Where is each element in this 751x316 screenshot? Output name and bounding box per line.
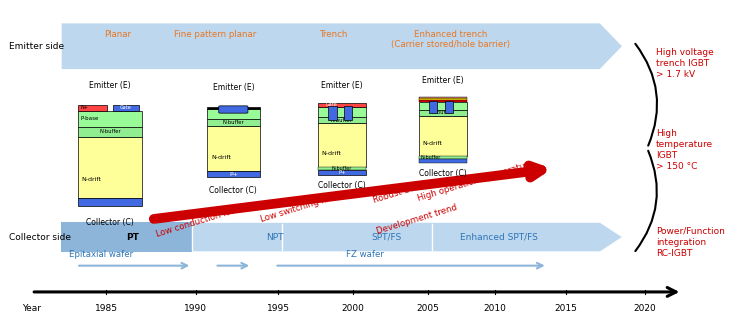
Text: N-buffer: N-buffer xyxy=(99,129,121,134)
Text: 2010: 2010 xyxy=(484,304,507,313)
Text: 1995: 1995 xyxy=(267,304,290,313)
Text: N-drift: N-drift xyxy=(211,155,231,161)
Text: Collector (C): Collector (C) xyxy=(86,218,134,227)
Text: Power/Function
integration
RC-IGBT: Power/Function integration RC-IGBT xyxy=(656,227,725,258)
Bar xyxy=(207,126,260,171)
Text: High
temperature
IGBT
> 150 °C: High temperature IGBT > 150 °C xyxy=(656,129,713,171)
Text: 1990: 1990 xyxy=(185,304,207,313)
Text: High operation temperature: High operation temperature xyxy=(417,159,535,203)
Text: Collector (C): Collector (C) xyxy=(210,186,257,195)
Polygon shape xyxy=(62,23,623,70)
Bar xyxy=(418,156,467,159)
Text: Emitter (E): Emitter (E) xyxy=(213,83,254,92)
Text: Gate: Gate xyxy=(326,102,338,107)
Bar xyxy=(318,107,366,117)
Bar xyxy=(328,106,336,120)
Bar xyxy=(318,117,366,123)
Text: Emitter (E): Emitter (E) xyxy=(321,81,363,90)
Text: Emitter (E): Emitter (E) xyxy=(422,76,463,85)
Text: Collector (C): Collector (C) xyxy=(318,181,366,190)
Bar xyxy=(418,110,467,116)
Text: Robust SOA: Robust SOA xyxy=(372,182,423,205)
Bar xyxy=(418,97,467,98)
Bar xyxy=(318,103,366,107)
Text: N-drift: N-drift xyxy=(321,151,341,156)
Bar xyxy=(344,106,352,120)
Text: Gate: Gate xyxy=(120,105,131,110)
Text: Emitter side: Emitter side xyxy=(9,42,64,51)
Text: 2020: 2020 xyxy=(634,304,656,313)
Bar xyxy=(418,100,467,102)
Bar xyxy=(207,171,260,178)
Text: N-drift: N-drift xyxy=(422,141,442,146)
Bar xyxy=(207,107,260,109)
Text: N-drift: N-drift xyxy=(82,177,101,182)
Text: 2005: 2005 xyxy=(417,304,439,313)
Bar xyxy=(113,105,138,111)
Bar xyxy=(418,116,467,156)
Text: Collector (C): Collector (C) xyxy=(419,169,466,178)
Text: Emitter (E): Emitter (E) xyxy=(89,81,131,90)
Text: Enhanced trench
(Carrier stored/hole barrier): Enhanced trench (Carrier stored/hole bar… xyxy=(391,30,510,49)
Text: Year: Year xyxy=(22,304,41,313)
Text: Low switching loss: Low switching loss xyxy=(260,191,339,223)
Text: P+: P+ xyxy=(229,172,238,177)
Text: 2000: 2000 xyxy=(342,304,364,313)
Text: Trench: Trench xyxy=(320,30,348,39)
Bar xyxy=(78,127,142,137)
Polygon shape xyxy=(62,222,623,252)
Text: High voltage
trench IGBT
> 1.7 kV: High voltage trench IGBT > 1.7 kV xyxy=(656,48,714,79)
Text: Planar: Planar xyxy=(104,30,131,39)
Bar xyxy=(207,109,260,119)
Bar xyxy=(430,101,437,113)
Bar xyxy=(318,170,366,175)
Text: Epitaxial wafer: Epitaxial wafer xyxy=(69,251,133,259)
Text: P+: P+ xyxy=(338,170,345,175)
Text: Low conduction loss: Low conduction loss xyxy=(155,205,240,240)
Bar xyxy=(318,123,366,167)
Text: P-base: P-base xyxy=(80,117,98,121)
Text: N-buffer: N-buffer xyxy=(332,166,352,171)
Bar xyxy=(78,137,142,198)
Text: SPT/FS: SPT/FS xyxy=(372,233,402,241)
Bar xyxy=(62,222,192,252)
Text: Development trend: Development trend xyxy=(376,203,458,236)
Text: FZ wafer: FZ wafer xyxy=(345,251,384,259)
Text: 2015: 2015 xyxy=(555,304,578,313)
FancyBboxPatch shape xyxy=(219,106,248,113)
Text: Collector side: Collector side xyxy=(9,233,71,241)
Text: NPT: NPT xyxy=(266,233,283,241)
Bar xyxy=(78,198,142,206)
Text: N-buffer: N-buffer xyxy=(421,155,441,160)
Bar xyxy=(318,167,366,170)
Bar xyxy=(207,119,260,126)
Text: 1985: 1985 xyxy=(95,304,118,313)
Bar xyxy=(418,98,467,100)
Bar xyxy=(418,102,467,110)
Text: Enhanced SPT/FS: Enhanced SPT/FS xyxy=(460,233,538,241)
Text: N-buffer: N-buffer xyxy=(222,120,244,125)
Bar xyxy=(78,105,107,111)
Text: N-buffer: N-buffer xyxy=(331,118,353,123)
Text: PT: PT xyxy=(126,233,139,241)
Text: N+: N+ xyxy=(80,105,88,110)
Bar xyxy=(418,159,467,163)
Bar xyxy=(445,101,453,113)
Text: Fine pattern planar: Fine pattern planar xyxy=(173,30,256,39)
Text: N-buffer: N-buffer xyxy=(432,110,454,115)
Bar xyxy=(78,111,142,127)
